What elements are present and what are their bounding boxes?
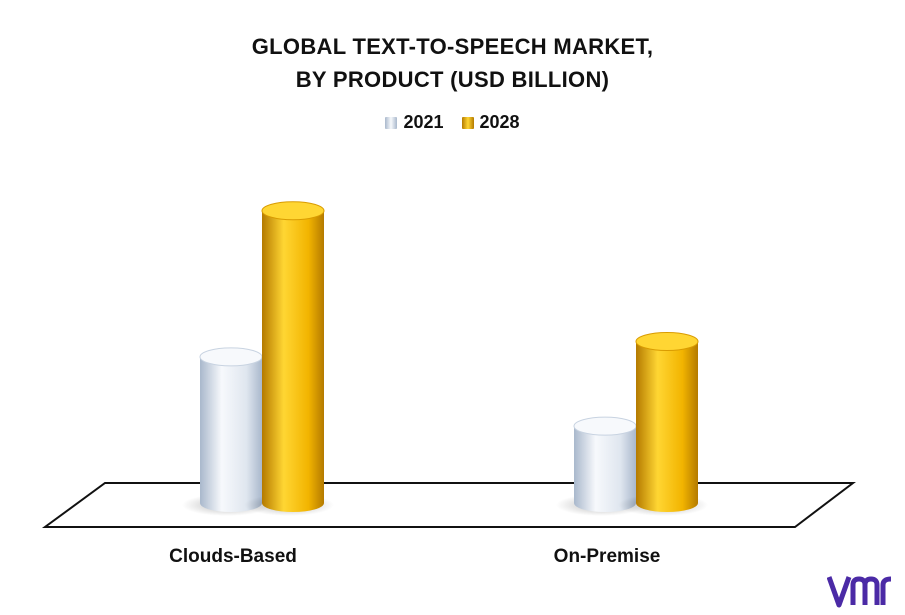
legend-item-2028[interactable]: 2028 <box>461 112 520 133</box>
legend-swatch-2021 <box>385 116 398 129</box>
chart-floor <box>41 482 856 528</box>
chart-title-line-1: GLOBAL TEXT-TO-SPEECH MARKET, <box>251 34 654 59</box>
chart-legend: 2021 2028 <box>0 112 905 133</box>
category-label: Clouds-Based <box>169 546 297 567</box>
chart-title-line-2: BY PRODUCT (USD BILLION) <box>295 67 610 92</box>
category-labels: Clouds-Based On-Premise <box>169 546 660 567</box>
bar-top-cap <box>635 332 699 351</box>
bar-top-cap <box>261 201 325 221</box>
bar-2021-clouds-based[interactable] <box>200 356 262 512</box>
vmr-logo-icon <box>827 576 892 608</box>
bar-top-cap <box>573 416 637 436</box>
bar-2028-on-premise[interactable] <box>636 341 698 513</box>
legend-label-2028: 2028 <box>479 112 520 132</box>
legend-swatch-2028 <box>461 116 474 129</box>
bars-layer <box>182 201 708 516</box>
bar-2028-clouds-based[interactable] <box>262 210 324 512</box>
legend-item-2021[interactable]: 2021 <box>385 112 444 133</box>
chart-title: GLOBAL TEXT-TO-SPEECH MARKET, BY PRODUCT… <box>0 30 905 96</box>
bar-top-cap <box>199 347 263 367</box>
bar-2021-on-premise[interactable] <box>574 426 636 512</box>
category-label: On-Premise <box>554 546 661 567</box>
legend-label-2021: 2021 <box>403 112 444 132</box>
